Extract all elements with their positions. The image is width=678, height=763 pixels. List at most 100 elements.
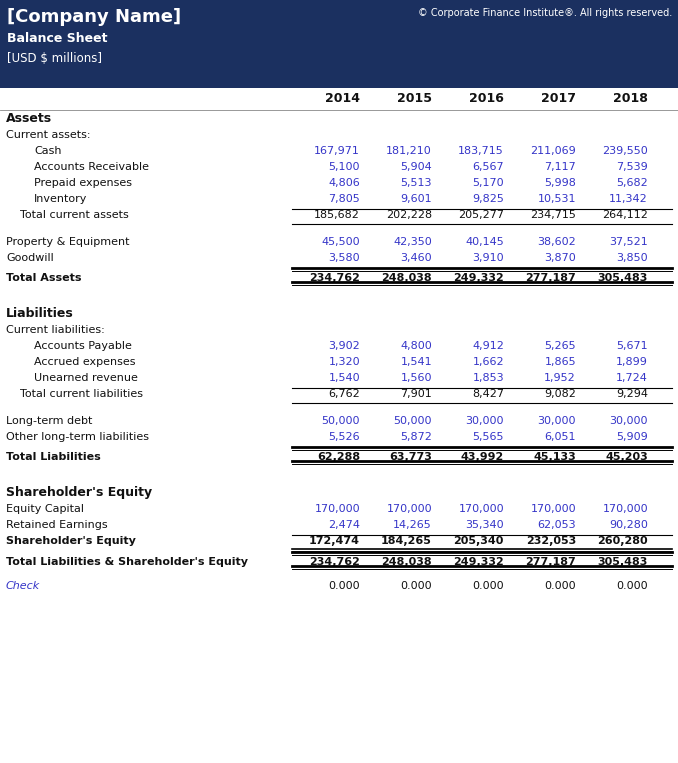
- Text: Assets: Assets: [6, 112, 52, 125]
- Text: 1,560: 1,560: [401, 373, 432, 383]
- Text: © Corporate Finance Institute®. All rights reserved.: © Corporate Finance Institute®. All righ…: [418, 8, 672, 18]
- Text: Accounts Payable: Accounts Payable: [34, 341, 132, 351]
- Text: Retained Earnings: Retained Earnings: [6, 520, 108, 530]
- Text: 1,853: 1,853: [473, 373, 504, 383]
- Text: 42,350: 42,350: [393, 237, 432, 247]
- Text: 7,901: 7,901: [400, 389, 432, 399]
- Text: 40,145: 40,145: [465, 237, 504, 247]
- Text: 3,910: 3,910: [473, 253, 504, 263]
- Text: 277,187: 277,187: [525, 557, 576, 567]
- Text: 10,531: 10,531: [538, 194, 576, 204]
- Text: 7,539: 7,539: [616, 162, 648, 172]
- Text: 62,053: 62,053: [538, 520, 576, 530]
- Text: [Company Name]: [Company Name]: [7, 8, 181, 26]
- Text: 277,187: 277,187: [525, 273, 576, 283]
- Text: Current liabilities:: Current liabilities:: [6, 325, 104, 335]
- Text: 3,902: 3,902: [328, 341, 360, 351]
- Text: 249,332: 249,332: [454, 273, 504, 283]
- Text: 1,899: 1,899: [616, 357, 648, 367]
- Text: 6,051: 6,051: [544, 432, 576, 442]
- Text: 37,521: 37,521: [610, 237, 648, 247]
- Text: 2,474: 2,474: [328, 520, 360, 530]
- Text: 9,294: 9,294: [616, 389, 648, 399]
- Text: 184,265: 184,265: [381, 536, 432, 546]
- Text: 211,069: 211,069: [530, 146, 576, 156]
- Text: Cash: Cash: [34, 146, 62, 156]
- Text: Check: Check: [6, 581, 40, 591]
- Text: 9,082: 9,082: [544, 389, 576, 399]
- Text: 2016: 2016: [469, 92, 504, 105]
- Text: Total current liabilities: Total current liabilities: [20, 389, 143, 399]
- Text: 185,682: 185,682: [314, 210, 360, 220]
- Text: 2017: 2017: [541, 92, 576, 105]
- Text: 9,825: 9,825: [472, 194, 504, 204]
- Text: [USD $ millions]: [USD $ millions]: [7, 52, 102, 65]
- Text: Accounts Receivable: Accounts Receivable: [34, 162, 149, 172]
- Text: 63,773: 63,773: [389, 452, 432, 462]
- Text: 45,203: 45,203: [605, 452, 648, 462]
- Text: 1,320: 1,320: [328, 357, 360, 367]
- Text: 172,474: 172,474: [309, 536, 360, 546]
- Text: 0.000: 0.000: [401, 581, 432, 591]
- Text: 5,671: 5,671: [616, 341, 648, 351]
- Text: 5,265: 5,265: [544, 341, 576, 351]
- Text: 30,000: 30,000: [610, 416, 648, 426]
- Text: 3,850: 3,850: [616, 253, 648, 263]
- Text: 14,265: 14,265: [393, 520, 432, 530]
- Text: Other long-term liabilities: Other long-term liabilities: [6, 432, 149, 442]
- Text: Shareholder's Equity: Shareholder's Equity: [6, 486, 152, 499]
- Text: 5,170: 5,170: [473, 178, 504, 188]
- Text: 239,550: 239,550: [602, 146, 648, 156]
- Text: 5,526: 5,526: [328, 432, 360, 442]
- Text: 5,100: 5,100: [329, 162, 360, 172]
- Text: 170,000: 170,000: [602, 504, 648, 514]
- Text: 4,800: 4,800: [400, 341, 432, 351]
- Text: 30,000: 30,000: [466, 416, 504, 426]
- Text: 170,000: 170,000: [530, 504, 576, 514]
- Text: Goodwill: Goodwill: [6, 253, 54, 263]
- Text: 5,909: 5,909: [616, 432, 648, 442]
- Text: Current assets:: Current assets:: [6, 130, 90, 140]
- Text: 2018: 2018: [613, 92, 648, 105]
- Text: 1,865: 1,865: [544, 357, 576, 367]
- Text: 202,228: 202,228: [386, 210, 432, 220]
- Text: 7,805: 7,805: [328, 194, 360, 204]
- Text: 38,602: 38,602: [537, 237, 576, 247]
- Text: 90,280: 90,280: [609, 520, 648, 530]
- Text: 5,565: 5,565: [473, 432, 504, 442]
- Text: Equity Capital: Equity Capital: [6, 504, 84, 514]
- Bar: [0, 0, 678, 88]
- Text: 234,762: 234,762: [309, 557, 360, 567]
- Text: Inventory: Inventory: [34, 194, 87, 204]
- Text: 9,601: 9,601: [401, 194, 432, 204]
- Text: 170,000: 170,000: [386, 504, 432, 514]
- Text: 5,904: 5,904: [400, 162, 432, 172]
- Text: 3,870: 3,870: [544, 253, 576, 263]
- Text: 1,662: 1,662: [473, 357, 504, 367]
- Text: 62,288: 62,288: [317, 452, 360, 462]
- Text: 183,715: 183,715: [458, 146, 504, 156]
- Text: 8,427: 8,427: [472, 389, 504, 399]
- Text: 234,762: 234,762: [309, 273, 360, 283]
- Text: Prepaid expenses: Prepaid expenses: [34, 178, 132, 188]
- Text: 6,567: 6,567: [473, 162, 504, 172]
- Text: 5,998: 5,998: [544, 178, 576, 188]
- Text: 11,342: 11,342: [610, 194, 648, 204]
- Text: Shareholder's Equity: Shareholder's Equity: [6, 536, 136, 546]
- Text: 181,210: 181,210: [386, 146, 432, 156]
- Text: 6,762: 6,762: [328, 389, 360, 399]
- Text: 4,806: 4,806: [328, 178, 360, 188]
- Text: 43,992: 43,992: [461, 452, 504, 462]
- Text: 45,133: 45,133: [534, 452, 576, 462]
- Text: 234,715: 234,715: [530, 210, 576, 220]
- Text: 0.000: 0.000: [544, 581, 576, 591]
- Text: 2015: 2015: [397, 92, 432, 105]
- Text: Total Assets: Total Assets: [6, 273, 81, 283]
- Text: 305,483: 305,483: [597, 557, 648, 567]
- Text: 30,000: 30,000: [538, 416, 576, 426]
- Text: Property & Equipment: Property & Equipment: [6, 237, 129, 247]
- Text: 205,277: 205,277: [458, 210, 504, 220]
- Text: 167,971: 167,971: [314, 146, 360, 156]
- Text: 5,513: 5,513: [401, 178, 432, 188]
- Text: 305,483: 305,483: [597, 273, 648, 283]
